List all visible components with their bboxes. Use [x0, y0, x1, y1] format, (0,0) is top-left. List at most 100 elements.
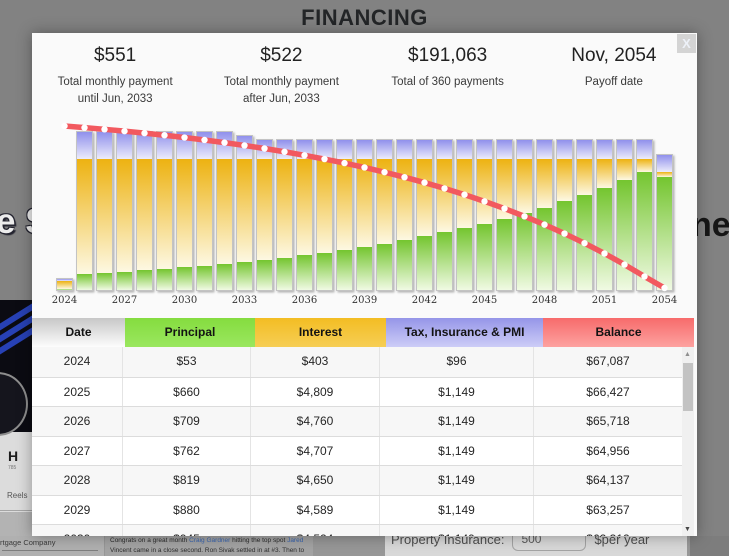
background-company-label: rtgage Company [0, 536, 104, 556]
stat-label: Total monthly payment until Jun, 2033 [57, 76, 173, 105]
bar-segment-principal [397, 240, 412, 290]
x-axis-label-2048: 2048 [531, 295, 558, 306]
bar-segment-interest [357, 159, 372, 247]
bar-segment-interest [417, 159, 432, 237]
table-cell: $4,760 [251, 407, 380, 436]
bar-segment-interest [497, 159, 512, 219]
table-row-2025: 2025 $660 $4,809 $1,149 $66,427 [32, 376, 694, 406]
bar-2047 [516, 139, 533, 291]
bar-segment-principal [477, 223, 492, 290]
bar-segment-tax [357, 140, 372, 160]
financing-modal: X $551 Total monthly payment until Jun, … [32, 33, 697, 536]
bar-2049 [556, 139, 573, 291]
table-cell: $4,809 [251, 377, 380, 406]
bar-2041 [396, 139, 413, 291]
bar-segment-tax [457, 140, 472, 160]
bar-segment-principal [337, 249, 352, 290]
bar-segment-principal [257, 259, 272, 290]
bar-segment-tax [137, 132, 152, 160]
bar-2037 [316, 139, 333, 291]
divider [0, 510, 32, 511]
bar-segment-principal [357, 246, 372, 290]
bar-segment-tax [257, 140, 272, 160]
bar-2045 [476, 139, 493, 291]
bar-segment-interest [217, 159, 232, 264]
stat-label: Total monthly payment after Jun, 2033 [223, 76, 339, 105]
amortization-chart: 2024 2027 2030 2033 2036 2039 2042 2045 2048 2051… [32, 113, 697, 313]
stat-payoff-date: Nov, 2054 Payoff date [531, 45, 697, 107]
background-page-subtitle: 785 [8, 465, 17, 471]
stat-total-payments: $191,063 Total of 360 payments [365, 45, 531, 107]
bar-segment-principal [537, 207, 552, 290]
table-cell: $880 [123, 495, 251, 524]
bar-2048 [536, 139, 553, 291]
x-axis-label-2045: 2045 [471, 295, 498, 306]
bar-segment-principal [57, 288, 72, 290]
bar-2046 [496, 139, 513, 291]
scrollbar-up-icon[interactable]: ▲ [684, 351, 691, 358]
bar-segment-principal [77, 274, 92, 290]
x-axis-label-2039: 2039 [351, 295, 378, 306]
bar-segment-interest [57, 280, 72, 289]
bar-segment-principal [437, 232, 452, 290]
bar-segment-tax [77, 132, 92, 160]
bar-2031 [196, 131, 213, 291]
bar-segment-tax [617, 140, 632, 160]
bar-2027 [116, 131, 133, 291]
bar-segment-principal [177, 267, 192, 290]
bar-2025 [76, 131, 93, 291]
bar-2039 [356, 139, 373, 291]
bar-segment-interest [157, 159, 172, 269]
bar-segment-tax [117, 132, 132, 160]
table-row-2030: 2030$945$4,524$1,149$62,312 [32, 524, 694, 536]
table-row-2028: 2028 $819 $4,650 $1,149 $64,137 [32, 465, 694, 495]
bar-segment-interest [397, 159, 412, 241]
bar-segment-principal [197, 265, 212, 290]
bar-segment-interest [97, 159, 112, 274]
bar-segment-principal [577, 194, 592, 290]
post-link-craig-gardner: Craig Gardner [189, 537, 231, 544]
bar-segment-tax [177, 132, 192, 160]
table-cell: $1,149 [380, 466, 534, 495]
table-cell: $1,149 [380, 436, 534, 465]
stat-value: $191,063 [408, 45, 488, 66]
bar-2030 [176, 131, 193, 291]
bar-2052 [616, 139, 633, 291]
close-button[interactable]: X [677, 34, 696, 53]
table-cell: $660 [123, 377, 251, 406]
table-cell: $762 [123, 436, 251, 465]
bar-2042 [416, 139, 433, 291]
x-axis-label-2042: 2042 [411, 295, 438, 306]
divider [2, 550, 98, 551]
table-scrollbar[interactable]: ▲ ▼ [682, 347, 694, 536]
scrollbar-thumb[interactable] [683, 363, 693, 411]
bar-segment-interest [337, 159, 352, 250]
table-cell: 2028 [32, 466, 123, 495]
table-row-2024: 2024 $53 $403 $96 $67,087 [32, 347, 694, 377]
bar-segment-interest [117, 159, 132, 272]
bar-2036 [296, 139, 313, 291]
bar-segment-tax [377, 140, 392, 160]
table-cell: $64,137 [586, 473, 630, 487]
bar-segment-principal [497, 218, 512, 290]
page-title: FINANCING [301, 5, 428, 30]
bar-segment-principal [457, 228, 472, 290]
bar-segment-interest [637, 159, 652, 172]
bar-2029 [156, 131, 173, 291]
stat-monthly-until: $551 Total monthly payment until Jun, 20… [32, 45, 198, 107]
table-cell: $67,087 [586, 354, 630, 368]
scrollbar-down-icon[interactable]: ▼ [684, 526, 691, 533]
bar-segment-tax [297, 140, 312, 160]
bar-segment-principal [657, 176, 672, 290]
table-cell: $4,707 [251, 436, 380, 465]
bar-segment-tax [237, 136, 252, 160]
bar-segment-interest [537, 159, 552, 208]
column-header-balance: Balance [543, 318, 694, 347]
bar-segment-tax [497, 140, 512, 160]
bar-segment-principal [617, 180, 632, 290]
background-post-text: Congrats on a great month Craig Gardner … [105, 534, 313, 556]
bar-segment-tax [157, 132, 172, 160]
table-cell: $62,312 [534, 525, 682, 536]
background-page-name: H [8, 448, 19, 464]
bar-segment-tax [537, 140, 552, 160]
